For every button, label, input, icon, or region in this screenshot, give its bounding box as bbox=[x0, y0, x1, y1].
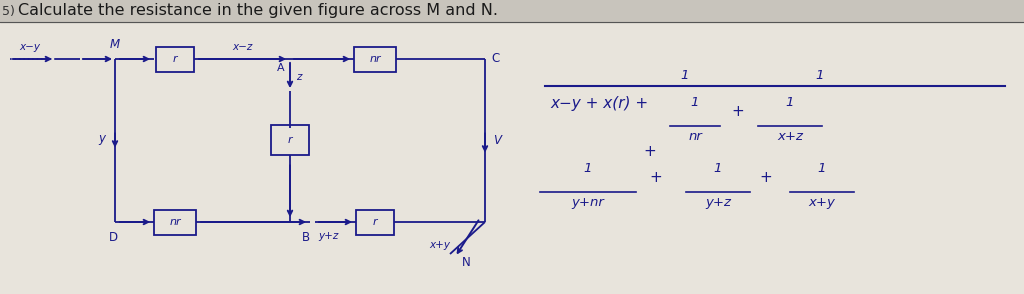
Text: x−z: x−z bbox=[231, 42, 252, 52]
Text: 1: 1 bbox=[691, 96, 699, 109]
Text: nr: nr bbox=[169, 217, 181, 227]
Text: 1: 1 bbox=[818, 162, 826, 175]
Text: V: V bbox=[493, 134, 501, 147]
Text: nr: nr bbox=[370, 54, 381, 64]
Text: A: A bbox=[278, 63, 285, 73]
Text: +: + bbox=[644, 144, 656, 160]
Text: 1: 1 bbox=[785, 96, 795, 109]
Text: C: C bbox=[490, 53, 500, 66]
Text: y+nr: y+nr bbox=[571, 196, 604, 209]
Text: r: r bbox=[173, 54, 177, 64]
Text: y: y bbox=[98, 132, 105, 145]
Text: +: + bbox=[649, 171, 663, 186]
Text: +: + bbox=[760, 171, 772, 186]
Bar bbox=[271, 125, 309, 155]
Text: x+y: x+y bbox=[809, 196, 836, 209]
Text: 1: 1 bbox=[681, 69, 689, 82]
Text: z: z bbox=[296, 72, 301, 82]
Text: Calculate the resistance in the given figure across M and N.: Calculate the resistance in the given fi… bbox=[18, 4, 498, 19]
Text: 5): 5) bbox=[2, 4, 15, 18]
Bar bbox=[156, 46, 194, 71]
Text: x−y + x(r) +: x−y + x(r) + bbox=[550, 96, 648, 111]
Text: 1: 1 bbox=[714, 162, 722, 175]
Text: nr: nr bbox=[688, 130, 701, 143]
Bar bbox=[154, 210, 196, 235]
Text: D: D bbox=[109, 231, 118, 244]
Text: N: N bbox=[462, 255, 471, 268]
Text: r: r bbox=[288, 135, 292, 145]
Text: 1: 1 bbox=[584, 162, 592, 175]
Text: 1: 1 bbox=[816, 69, 824, 82]
Text: x+z: x+z bbox=[777, 130, 803, 143]
Bar bbox=[354, 46, 396, 71]
Text: x−y: x−y bbox=[19, 42, 41, 52]
Text: y+z: y+z bbox=[705, 196, 731, 209]
Text: y+z: y+z bbox=[318, 231, 338, 241]
Bar bbox=[356, 210, 394, 235]
Text: B: B bbox=[302, 231, 310, 244]
Text: x+y: x+y bbox=[429, 240, 451, 250]
Text: M: M bbox=[110, 38, 120, 51]
Text: +: + bbox=[731, 104, 744, 119]
Bar bbox=[0, 0, 1024, 22]
Text: r: r bbox=[373, 217, 377, 227]
